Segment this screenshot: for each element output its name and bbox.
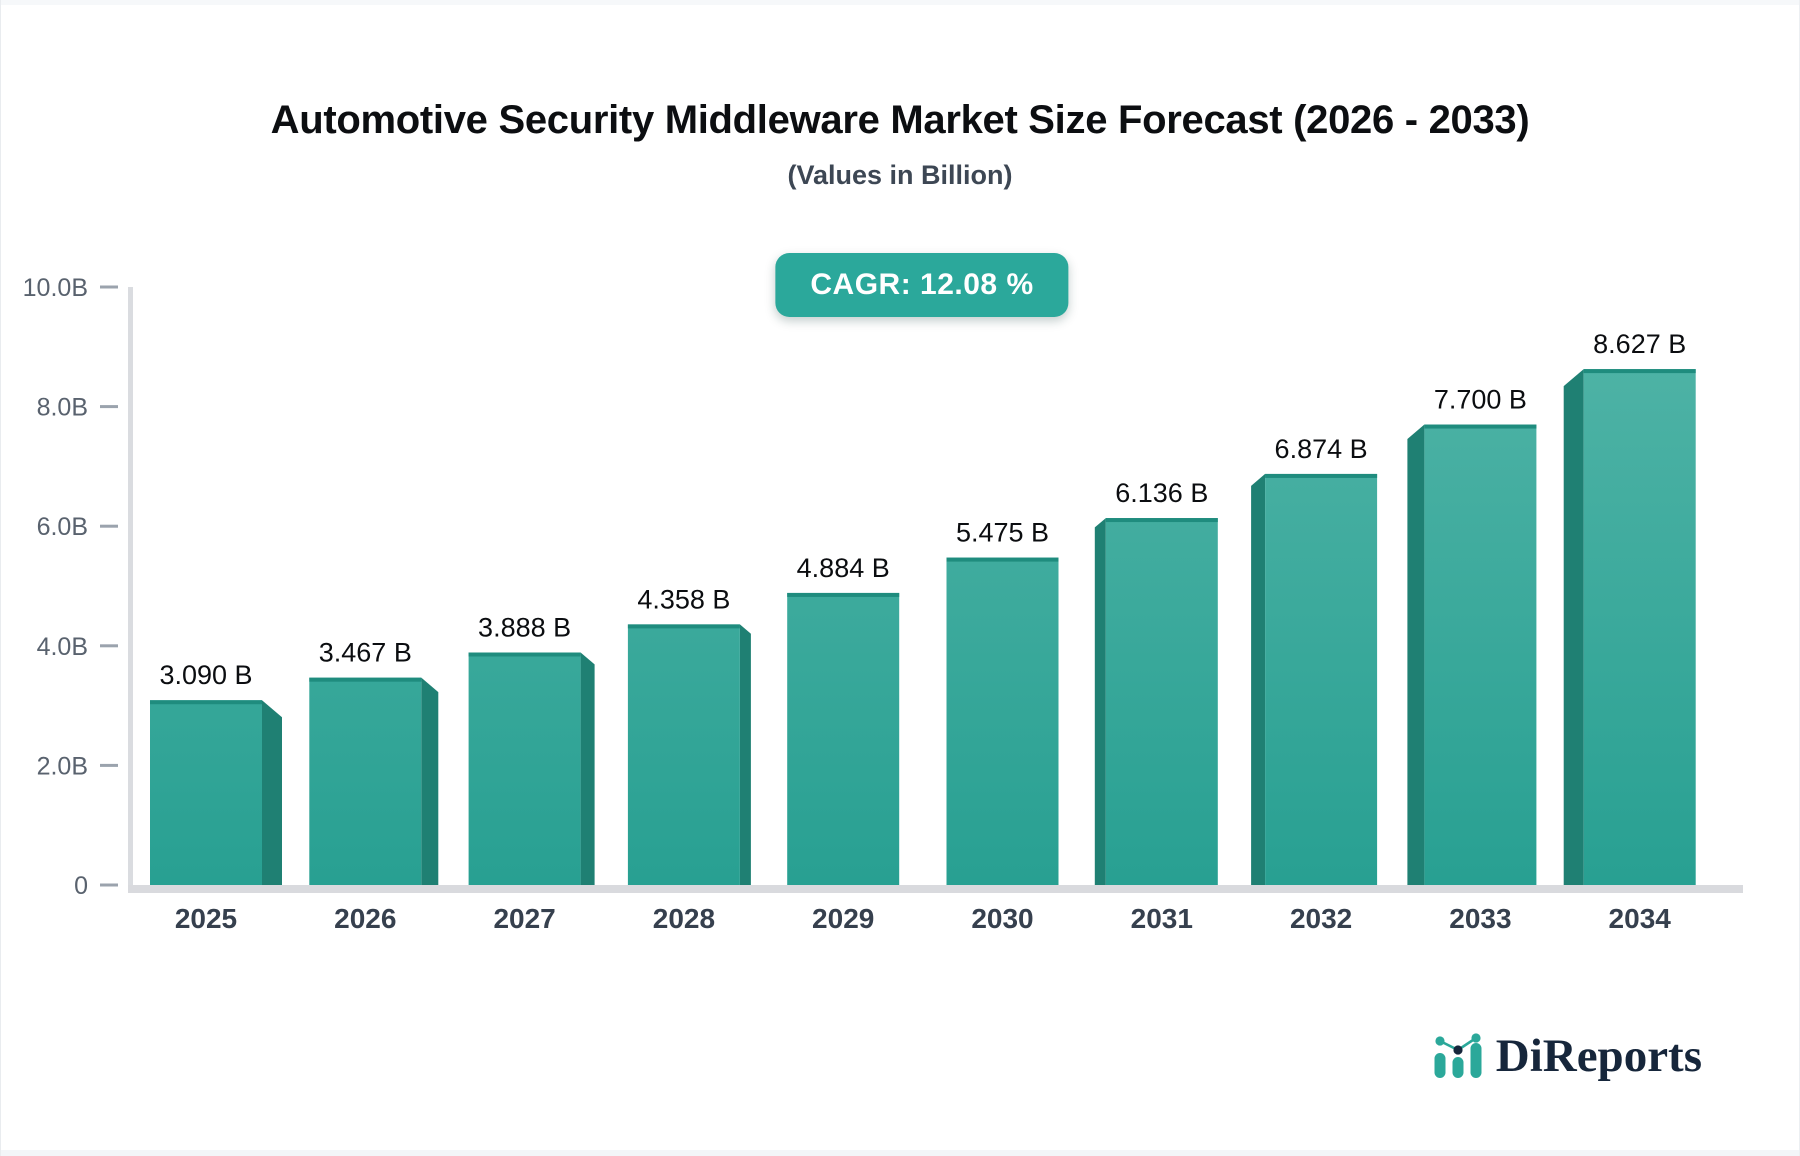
bar-2025: 3.090 B 2025	[150, 660, 282, 934]
y-tick	[100, 405, 118, 409]
bar-value-label: 4.884 B	[797, 553, 890, 583]
bar-top-edge	[309, 677, 422, 682]
bar-value-label: 6.136 B	[1115, 478, 1208, 508]
bar-side-face	[1407, 424, 1425, 885]
x-category-label: 2030	[971, 903, 1033, 934]
bar-2034: 8.627 B 2034	[1563, 329, 1696, 934]
bar-side-face	[580, 652, 595, 885]
bar-front-face	[946, 557, 1059, 885]
y-tick-label: 2.0B	[37, 752, 88, 780]
bar-2028: 4.358 B 2028	[627, 584, 751, 934]
bar-top-edge	[150, 700, 262, 705]
mini-bar-chart-icon	[1434, 1033, 1482, 1078]
x-axis-baseline	[128, 885, 1743, 893]
bar-front-face	[627, 624, 740, 885]
cagr-badge: CAGR: 12.08 %	[775, 253, 1069, 317]
bar-value-label: 3.090 B	[159, 660, 252, 690]
bar-2027: 3.888 B 2027	[468, 612, 595, 934]
bar-side-face	[1251, 473, 1266, 885]
bar-front-face	[1424, 424, 1537, 885]
bar-top-edge	[627, 624, 740, 629]
y-tick-label: 4.0B	[37, 633, 88, 661]
y-tick	[100, 883, 118, 887]
bar-2031: 6.136 B 2031	[1094, 478, 1218, 934]
y-tick-label: 6.0B	[37, 513, 88, 541]
direports-logo: DiReports	[1433, 1030, 1702, 1080]
y-tick	[100, 524, 118, 528]
bar-side-face	[262, 700, 282, 885]
bar-front-face	[1583, 369, 1696, 885]
chart-subtitle: (Values in Billion)	[787, 160, 1013, 190]
bar-side-face	[1563, 369, 1584, 885]
y-tick-label: 8.0B	[37, 394, 88, 422]
bar-value-label: 3.467 B	[319, 638, 412, 668]
y-tick	[100, 763, 118, 767]
bar-front-face	[787, 592, 900, 885]
bar-2033: 7.700 B 2033	[1407, 385, 1537, 934]
chart-title: Automotive Security Middleware Market Si…	[270, 98, 1530, 142]
bar-side-face	[739, 624, 751, 885]
x-category-label: 2025	[175, 903, 237, 934]
x-category-label: 2034	[1609, 903, 1672, 934]
bar-top-edge	[787, 592, 900, 597]
bar-top-edge	[946, 557, 1059, 562]
bar-side-face	[1094, 518, 1106, 885]
brand-name: DiReports	[1495, 1030, 1702, 1082]
bar-value-label: 6.874 B	[1275, 434, 1368, 464]
bar-front-face	[309, 677, 422, 885]
bar-value-label: 5.475 B	[956, 518, 1049, 548]
bar-top-edge	[1583, 369, 1696, 374]
bar-2032: 6.874 B 2032	[1251, 434, 1378, 934]
bar-2030: 5.475 B 2030	[946, 518, 1059, 934]
y-tick-label: 10.0B	[23, 274, 88, 302]
x-category-label: 2027	[493, 903, 555, 934]
card-bottom-edge	[0, 1150, 1800, 1156]
x-category-label: 2032	[1290, 903, 1352, 934]
x-category-label: 2031	[1131, 903, 1193, 934]
bar-top-edge	[1424, 424, 1537, 429]
card-top-edge	[0, 0, 1800, 5]
bar-front-face	[1265, 473, 1378, 885]
y-tick	[100, 644, 118, 648]
x-category-label: 2026	[334, 903, 396, 934]
bar-front-face	[1105, 518, 1218, 885]
x-category-label: 2033	[1449, 903, 1511, 934]
card-left-edge	[0, 0, 1, 1156]
bar-top-edge	[1105, 518, 1218, 523]
x-category-label: 2028	[653, 903, 715, 934]
cagr-badge-label: CAGR: 12.08 %	[810, 268, 1034, 301]
y-tick-label: 0	[74, 872, 88, 900]
bar-side-face	[421, 677, 439, 885]
x-category-label: 2029	[812, 903, 874, 934]
bar-value-label: 8.627 B	[1593, 329, 1686, 359]
bar-value-label: 4.358 B	[637, 584, 730, 614]
bar-value-label: 3.888 B	[478, 612, 571, 642]
bar-2026: 3.467 B 2026	[309, 638, 439, 934]
bar-value-label: 7.700 B	[1434, 385, 1527, 415]
bar-top-edge	[468, 652, 581, 657]
y-axis-line	[128, 287, 133, 893]
bar-top-edge	[1265, 473, 1378, 478]
bar-front-face	[468, 652, 581, 885]
bar-front-face	[150, 700, 262, 885]
bar-2029: 4.884 B 2029	[787, 553, 900, 934]
y-tick	[100, 285, 118, 289]
